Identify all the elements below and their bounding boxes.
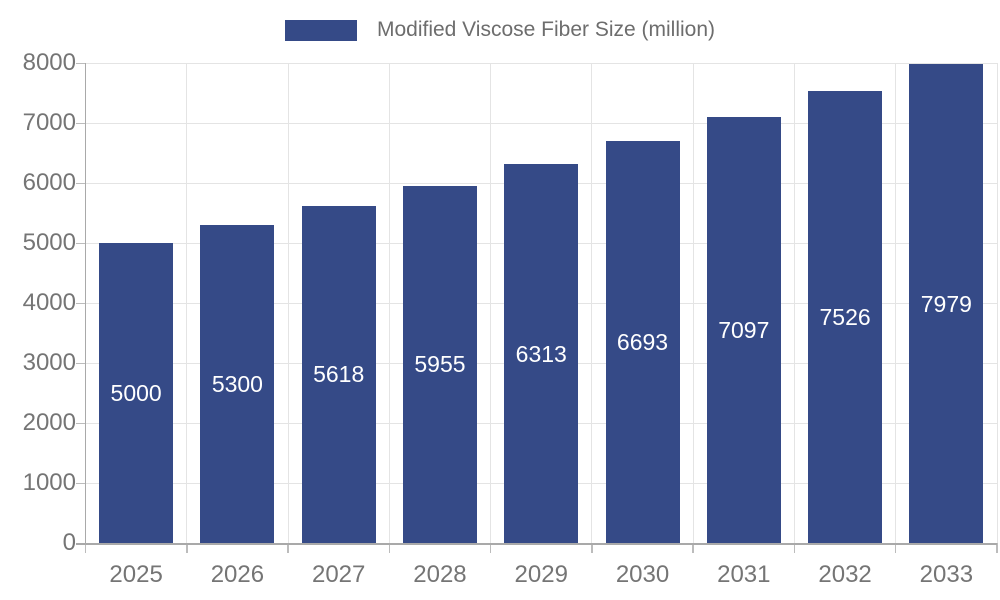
bar[interactable] — [402, 185, 477, 543]
x-gridline — [591, 63, 593, 543]
y-tick-mark — [75, 422, 86, 424]
legend-label: Modified Viscose Fiber Size (million) — [376, 18, 716, 41]
y-tick-label: 0 — [62, 529, 76, 556]
x-tick-mark — [287, 543, 289, 553]
y-tick-label: 2000 — [22, 409, 76, 436]
x-tick-label: 2031 — [717, 561, 771, 588]
x-tick-label: 2032 — [818, 561, 872, 588]
x-gridline — [996, 63, 998, 543]
x-tick-label: 2027 — [311, 561, 366, 588]
y-tick-mark — [75, 242, 86, 244]
y-axis-line — [84, 63, 87, 543]
legend-item[interactable]: Modified Viscose Fiber Size (million) — [0, 18, 1000, 42]
x-gridline — [793, 63, 795, 543]
x-tick-label: 2030 — [615, 561, 670, 588]
x-gridline — [490, 63, 492, 543]
x-tick-mark — [591, 543, 593, 553]
y-tick-label: 3000 — [22, 349, 76, 376]
bar-value-label: 5000 — [110, 380, 162, 406]
x-axis-line — [75, 542, 997, 545]
y-tick-mark — [75, 362, 86, 364]
x-tick-label: 2028 — [413, 561, 467, 588]
y-tick-mark — [75, 482, 86, 484]
bar-value-label: 5618 — [313, 361, 365, 388]
x-tick-mark — [186, 543, 188, 553]
bar-value-label: 7097 — [718, 317, 770, 344]
x-tick-label: 2029 — [514, 561, 568, 588]
bar-value-label: 7526 — [819, 304, 871, 331]
y-tick-mark — [75, 302, 86, 304]
bar[interactable] — [200, 225, 275, 543]
y-tick-label: 7000 — [22, 109, 76, 136]
bar[interactable] — [504, 164, 579, 543]
y-tick-mark — [75, 182, 86, 184]
y-gridline — [85, 122, 997, 124]
bar-value-label: 5955 — [414, 351, 466, 378]
x-tick-mark — [388, 543, 391, 553]
bar[interactable] — [706, 117, 781, 543]
x-tick-mark — [996, 543, 998, 553]
x-gridline — [692, 63, 694, 543]
y-tick-label: 4000 — [22, 289, 76, 316]
bar-value-label: 6313 — [515, 340, 567, 367]
bar-value-label: 7979 — [920, 290, 972, 317]
y-tick-mark — [75, 62, 86, 64]
bar-value-label: 6693 — [616, 329, 669, 356]
x-gridline — [895, 63, 897, 543]
x-tick-mark — [84, 543, 87, 553]
x-tick-mark — [692, 543, 694, 553]
y-gridline — [85, 62, 997, 64]
y-tick-mark — [75, 122, 86, 124]
legend-color-swatch — [284, 19, 357, 41]
bar[interactable] — [808, 91, 883, 543]
bar[interactable] — [301, 205, 376, 543]
bar[interactable] — [605, 141, 680, 543]
y-tick-label: 5000 — [22, 229, 76, 256]
x-gridline — [388, 63, 390, 543]
x-tick-mark — [489, 543, 492, 553]
x-gridline — [186, 63, 188, 543]
x-tick-mark — [793, 543, 796, 553]
bar[interactable] — [99, 243, 174, 543]
x-tick-label: 2025 — [109, 561, 163, 588]
bar[interactable] — [909, 64, 984, 543]
x-tick-label: 2026 — [210, 561, 265, 588]
x-gridline — [287, 63, 289, 543]
y-tick-label: 8000 — [22, 49, 76, 76]
x-tick-label: 2033 — [919, 561, 974, 588]
x-tick-mark — [894, 543, 897, 553]
y-tick-label: 6000 — [22, 169, 76, 196]
y-tick-label: 1000 — [22, 469, 76, 496]
bar-value-label: 5300 — [211, 371, 263, 397]
